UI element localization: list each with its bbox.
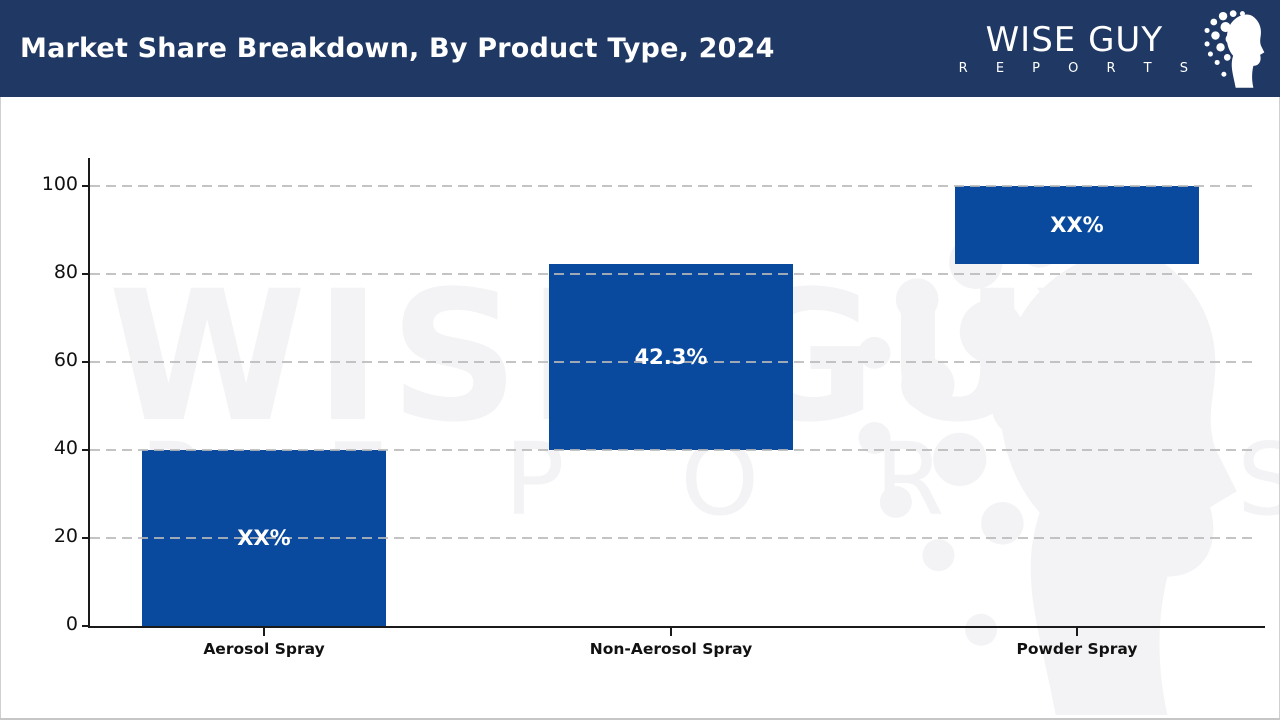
gridline <box>90 273 1253 275</box>
gridline <box>90 361 1253 363</box>
header-bar: Market Share Breakdown, By Product Type,… <box>0 0 1280 97</box>
y-tick-mark <box>82 537 90 539</box>
x-tick-label: Aerosol Spray <box>203 640 325 658</box>
brand-logo: WISE GUY R E P O R T S <box>949 7 1266 91</box>
bar <box>549 263 793 450</box>
x-tick-label: Non-Aerosol Spray <box>589 640 753 658</box>
x-tick-mark <box>263 628 265 636</box>
bar-value-label: 42.3% <box>634 344 708 369</box>
x-tick-mark <box>670 628 672 636</box>
x-axis-line <box>88 626 1265 628</box>
y-tick-mark <box>82 449 90 451</box>
figure-border-bottom <box>0 718 1280 720</box>
y-tick-label: 20 <box>53 525 78 547</box>
gridline <box>90 537 1253 539</box>
x-tick-label: Powder Spray <box>1016 640 1138 658</box>
chart-title: Market Share Breakdown, By Product Type,… <box>20 33 775 64</box>
logo-wordmark: WISE GUY <box>985 19 1164 60</box>
y-tick-mark <box>82 185 90 187</box>
y-tick-mark <box>82 273 90 275</box>
logo-head-icon <box>1204 9 1265 88</box>
figure-border-left <box>0 97 1 720</box>
y-tick-mark <box>82 361 90 363</box>
logo-subtext: R E P O R T S <box>958 60 1200 76</box>
y-tick-label: 80 <box>53 261 78 283</box>
bar-value-label: XX% <box>1050 212 1104 237</box>
y-tick-label: 0 <box>65 613 78 635</box>
gridline <box>90 185 1253 187</box>
x-tick-mark <box>1076 628 1078 636</box>
y-tick-label: 60 <box>53 349 78 371</box>
y-tick-label: 100 <box>41 173 78 195</box>
y-axis-line <box>88 158 90 628</box>
gridline <box>90 449 1253 451</box>
y-tick-mark <box>82 625 90 627</box>
y-tick-label: 40 <box>53 437 78 459</box>
bar-value-label: XX% <box>237 526 291 550</box>
